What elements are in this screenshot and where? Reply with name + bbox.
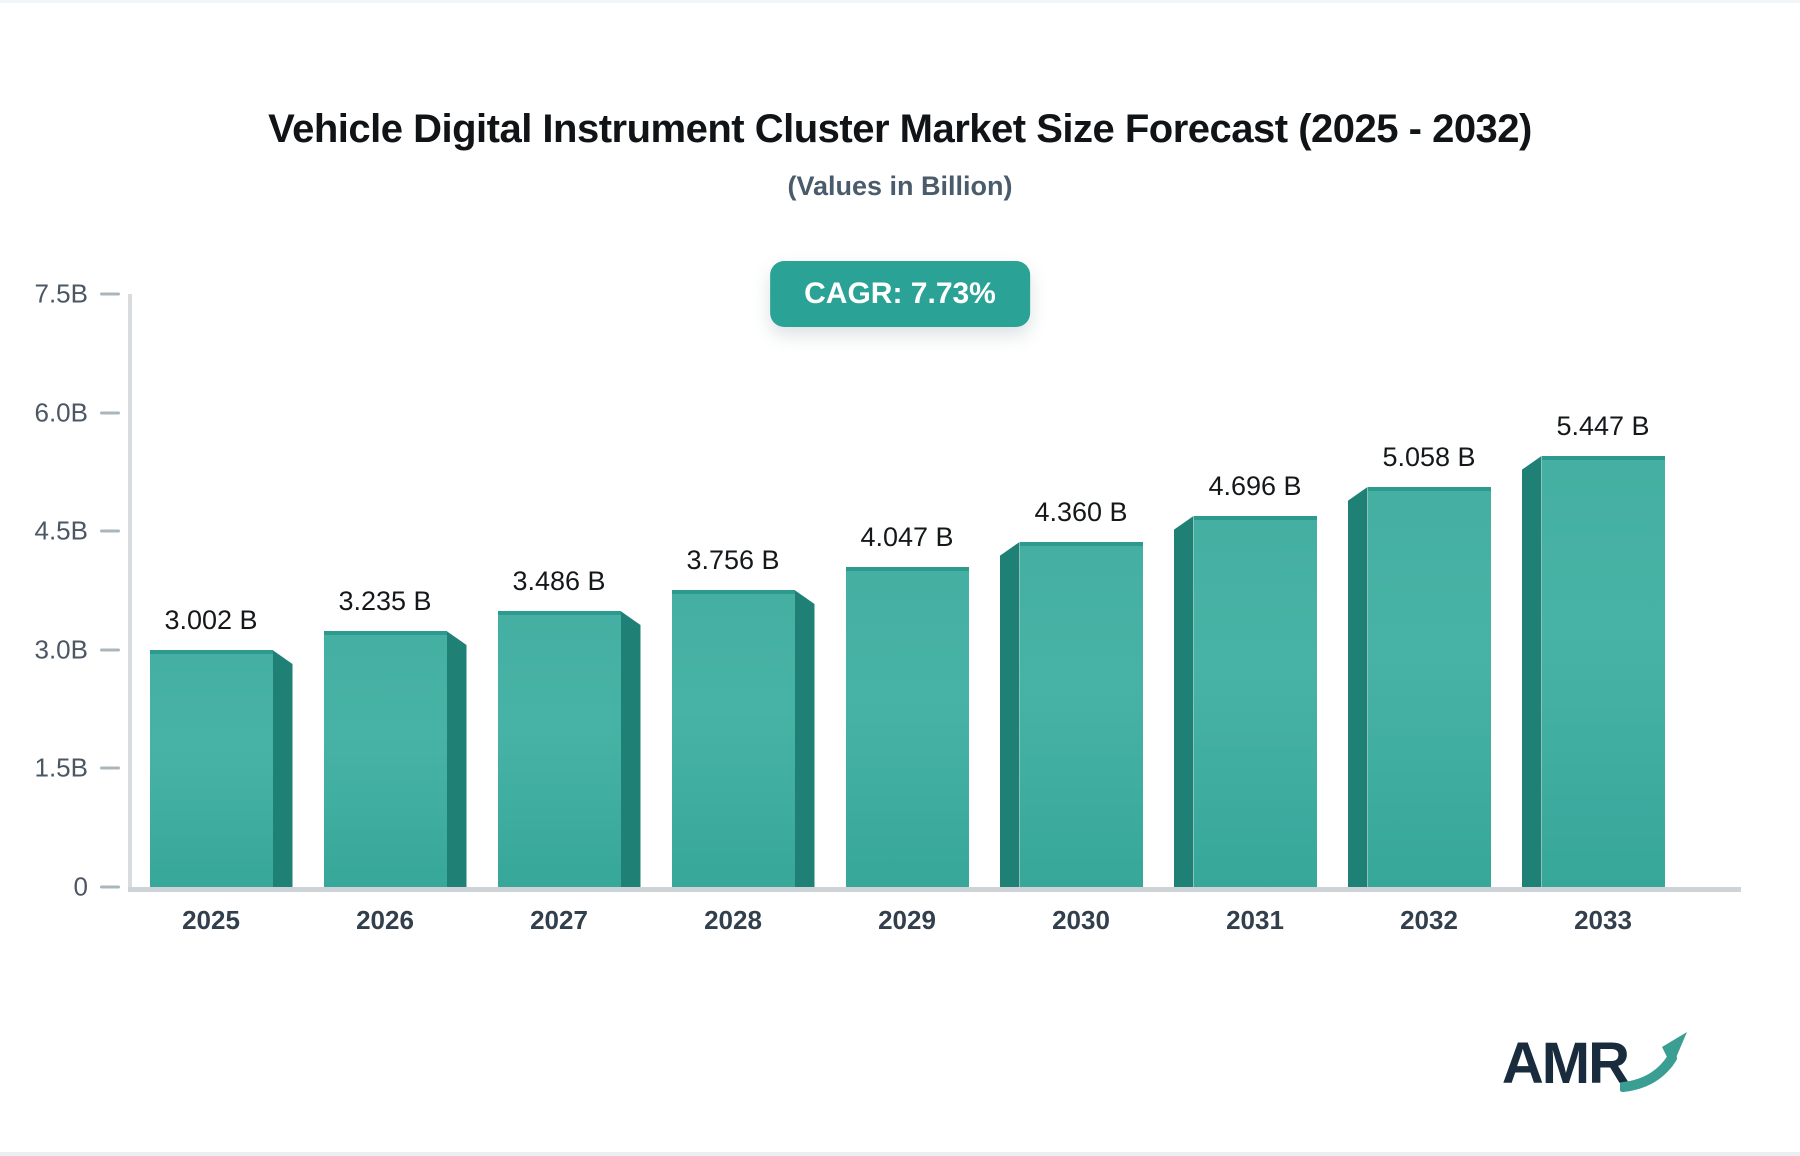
bar-value-label: 3.756 B [686,545,780,575]
bar-side [794,590,815,887]
x-tick-label: 2032 [1400,905,1458,935]
x-tick-label: 2026 [356,905,414,935]
chart-title: Vehicle Digital Instrument Cluster Marke… [268,107,1532,151]
bar: 4.047 B [820,294,994,887]
bar-value-label: 5.447 B [1556,411,1650,441]
bar-side [1521,456,1542,887]
amr-logo-text: AMR [1501,1031,1630,1096]
bar-side [620,611,641,887]
x-tick-label: 2031 [1226,905,1284,935]
bar-face [1541,456,1665,887]
bar-side [446,631,467,887]
x-tick-label: 2028 [704,905,762,935]
y-axis-tick-label: 3.0B [34,634,89,665]
x-axis-labels: 2025 2026 2027 2028 2029 2030 2031 2032 2033 [124,905,1690,936]
x-tick-label: 2029 [878,905,936,935]
bar-face [497,611,621,887]
y-axis-tick-label: 4.5B [34,515,89,546]
y-axis-tick-label: 7.5B [34,278,89,309]
bar: 3.235 B [298,294,472,887]
x-tick-label: 2027 [530,905,588,935]
y-axis-tick: 1.5B [18,753,120,784]
x-tick-label: 2030 [1052,905,1110,935]
y-axis-tick-dash [100,411,120,415]
y-axis-tick: 6.0B [18,397,120,428]
y-axis-tick: 3.0B [18,634,120,665]
bar: 4.696 B [1168,294,1342,887]
y-axis-tick-dash [100,529,120,533]
x-tick-label: 2025 [182,905,240,935]
amr-logo: AMR [1501,1031,1688,1096]
bar-face [1019,542,1143,887]
bar-side [1347,487,1368,887]
y-axis-tick: 4.5B [18,516,120,547]
bar: 3.756 B [646,294,820,887]
bar-side [272,650,293,887]
bar: 4.360 B [994,294,1168,887]
cagr-badge: CAGR: 7.73% [770,261,1030,327]
bar-face [845,567,969,887]
growth-arrow-icon [1620,1032,1687,1092]
bar-face [149,650,273,887]
x-axis-line [128,887,1741,892]
bar-value-label: 3.486 B [512,566,606,596]
bar-face [323,631,447,887]
bars-container: 3.002 B 3.235 B 3.486 B 3.756 B 4.047 B 4.360… [124,294,1690,887]
bar-face [671,590,795,887]
bar-value-label: 4.047 B [860,522,954,552]
bar-side [999,542,1020,887]
y-axis-tick-dash [100,766,120,770]
bar-value-label: 4.696 B [1208,471,1302,501]
chart-subtitle: (Values in Billion) [787,171,1013,201]
y-axis-line [128,294,132,890]
y-axis-tick-dash [100,648,120,652]
bar-face [1193,516,1317,887]
y-axis-tick: 7.5B [18,279,120,310]
bar: 3.486 B [472,294,646,887]
y-axis-tick-label: 6.0B [34,397,89,428]
bar: 3.002 B [124,294,298,887]
x-tick-label: 2033 [1574,905,1632,935]
bar-side [1173,516,1194,887]
y-axis-tick-label: 0 [73,871,88,902]
bar-face [1367,487,1491,887]
y-axis-tick-label: 1.5B [34,752,89,783]
bar-value-label: 3.235 B [338,586,432,616]
y-axis-tick: 0 [18,872,120,903]
y-axis-tick-dash [100,885,120,889]
y-axis-tick-dash [100,292,120,296]
bar: 5.058 B [1342,294,1516,887]
bar-value-label: 4.360 B [1034,497,1128,527]
bar-value-label: 3.002 B [164,605,258,635]
bar-value-label: 5.058 B [1382,442,1476,472]
bar: 5.447 B [1516,294,1690,887]
